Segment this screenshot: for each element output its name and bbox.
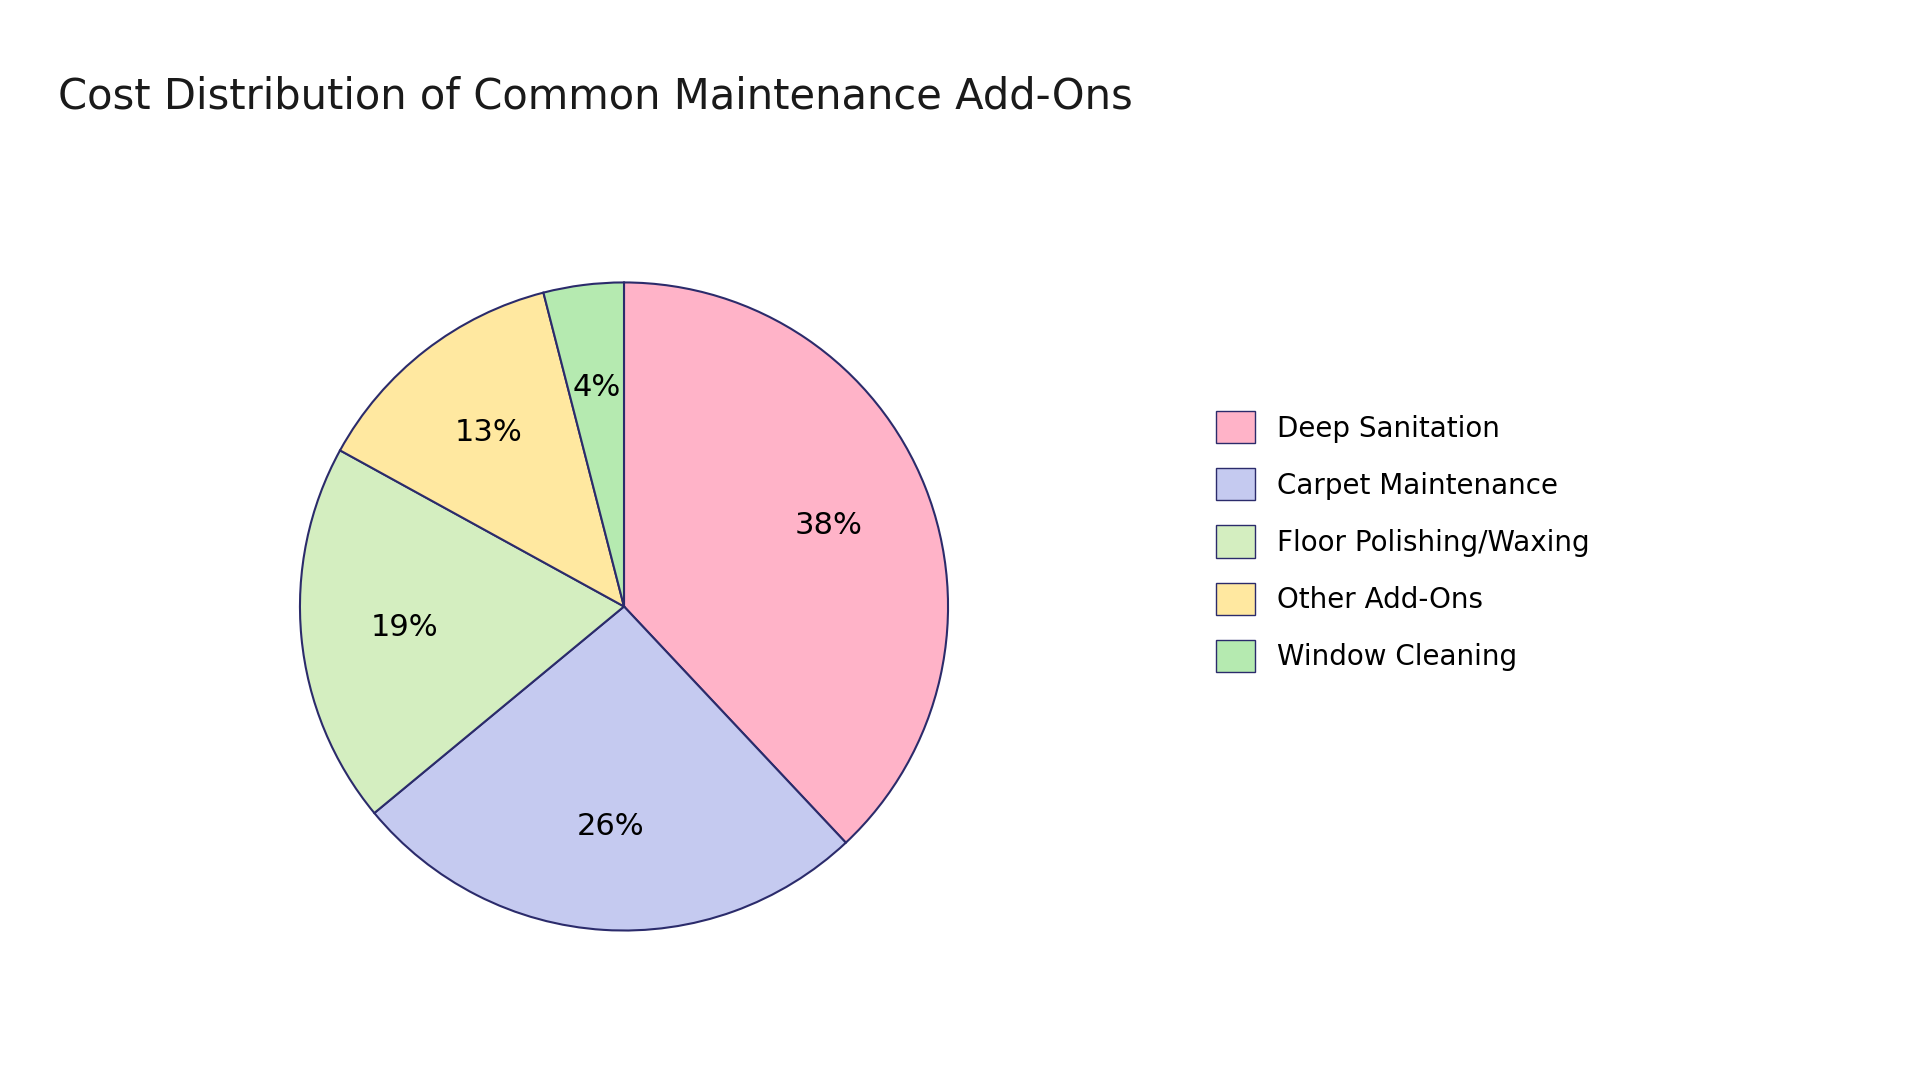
Text: 38%: 38% [795,511,862,539]
Text: 26%: 26% [576,812,643,840]
Text: 13%: 13% [455,418,522,447]
Text: 4%: 4% [572,374,620,403]
Wedge shape [340,292,624,606]
Text: 19%: 19% [371,613,438,642]
Wedge shape [374,606,847,930]
Wedge shape [543,283,624,606]
Legend: Deep Sanitation, Carpet Maintenance, Floor Polishing/Waxing, Other Add-Ons, Wind: Deep Sanitation, Carpet Maintenance, Flo… [1202,397,1603,686]
Wedge shape [624,283,948,843]
Text: Cost Distribution of Common Maintenance Add-Ons: Cost Distribution of Common Maintenance … [58,76,1133,118]
Wedge shape [300,451,624,813]
